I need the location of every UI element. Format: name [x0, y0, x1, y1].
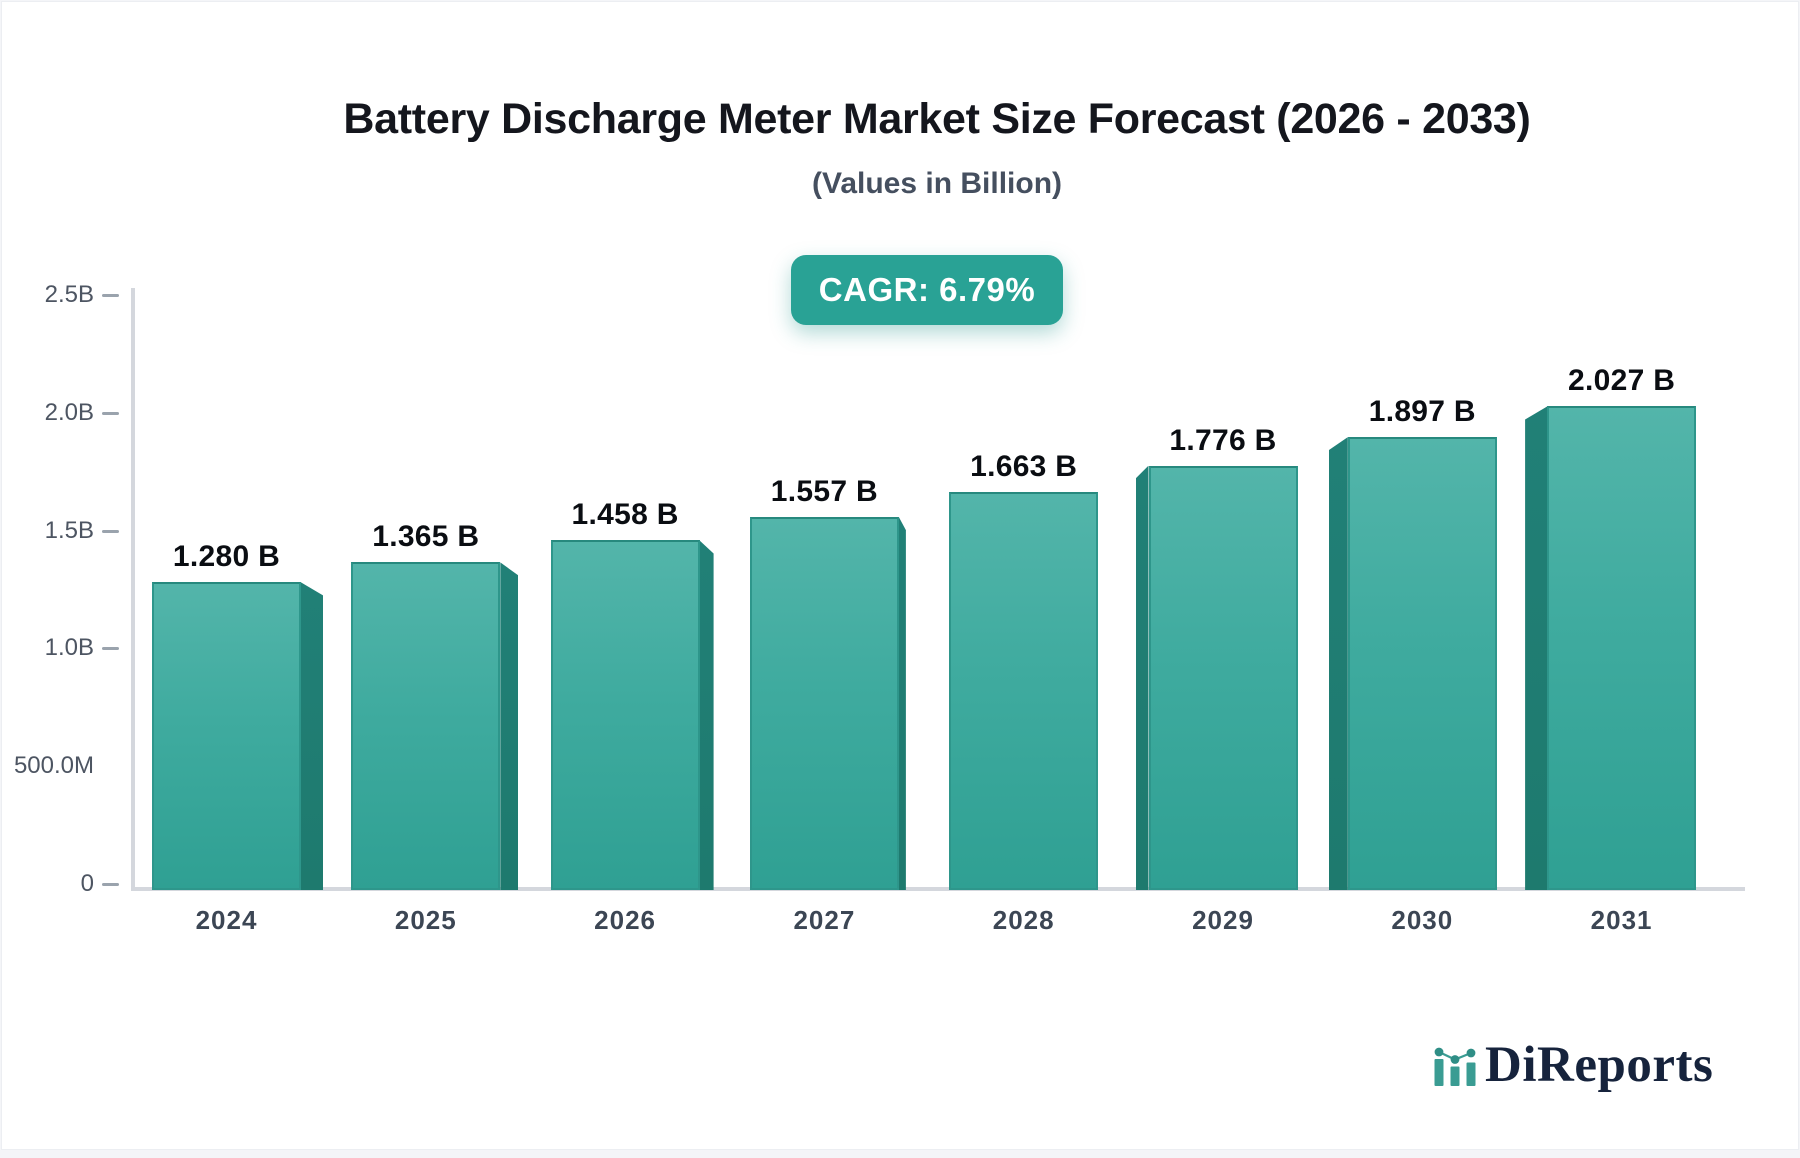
- bar-3d-side-2024: [301, 582, 323, 890]
- chart-title: Battery Discharge Meter Market Size Fore…: [343, 95, 1531, 143]
- y-tick-label: 500.0M: [13, 752, 94, 780]
- bar-2031: [1547, 406, 1697, 890]
- chart-subtitle: (Values in Billion): [811, 167, 1063, 200]
- bar-3d-side-2027: [898, 517, 906, 890]
- bar-2030: [1347, 437, 1497, 890]
- bar-value-label-2028: 1.663 B: [970, 450, 1078, 484]
- x-tick-label-2025: 2025: [394, 905, 457, 935]
- brand-name: DiReports: [1485, 1037, 1714, 1093]
- y-tick-label: 2.0B: [44, 398, 94, 426]
- x-tick-label-2029: 2029: [1192, 905, 1254, 935]
- bar-value-label-2024: 1.280 B: [172, 540, 281, 574]
- bar-3d-side-2029: [1135, 465, 1149, 890]
- bar-3d-side-2025: [500, 562, 519, 890]
- bar-value-label-2030: 1.897 B: [1368, 395, 1476, 429]
- bar-value-label-2027: 1.557 B: [770, 475, 878, 509]
- bar-2026: [550, 540, 700, 890]
- bar-2027: [749, 517, 899, 890]
- brand-watermark: DiReports: [1432, 1036, 1713, 1094]
- cagr-badge: CAGR: 6.79%: [791, 255, 1063, 325]
- y-tick-label: 1.0B: [44, 634, 94, 662]
- y-tick-dash: [102, 883, 119, 886]
- bar-2028: [949, 492, 1099, 890]
- bar-value-label-2026: 1.458 B: [571, 498, 679, 532]
- y-tick-dash: [102, 529, 119, 533]
- x-tick-label-2030: 2030: [1391, 905, 1454, 935]
- y-axis-line: [131, 288, 135, 891]
- bar-value-label-2025: 1.365 B: [372, 520, 480, 554]
- x-axis-line: [131, 887, 1745, 891]
- y-tick-label: 1.5B: [44, 516, 94, 544]
- y-tick-label: 0: [80, 870, 94, 897]
- y-tick-label: 2.5B: [44, 281, 94, 308]
- bar-2024: [152, 582, 301, 890]
- cagr-badge-label: CAGR: 6.79%: [818, 271, 1036, 308]
- x-tick-label-2024: 2024: [195, 905, 258, 935]
- x-tick-label-2028: 2028: [992, 905, 1055, 935]
- y-tick-dash: [102, 411, 119, 415]
- x-tick-label-2026: 2026: [594, 905, 657, 935]
- bar-3d-side-2026: [699, 540, 714, 890]
- x-tick-label-2027: 2027: [793, 905, 856, 935]
- bar-value-label-2031: 2.027 B: [1568, 364, 1676, 398]
- y-tick-dash: [102, 294, 119, 297]
- x-tick-label-2031: 2031: [1590, 905, 1653, 935]
- y-tick-dash: [102, 647, 119, 651]
- bar-2029: [1148, 465, 1298, 890]
- bar-chart-logo-icon: [1434, 1047, 1476, 1086]
- bar-2025: [351, 562, 501, 890]
- bar-value-label-2029: 1.776 B: [1169, 423, 1277, 457]
- bar-3d-side-2030: [1328, 437, 1348, 890]
- bar-3d-side-2031: [1525, 406, 1548, 890]
